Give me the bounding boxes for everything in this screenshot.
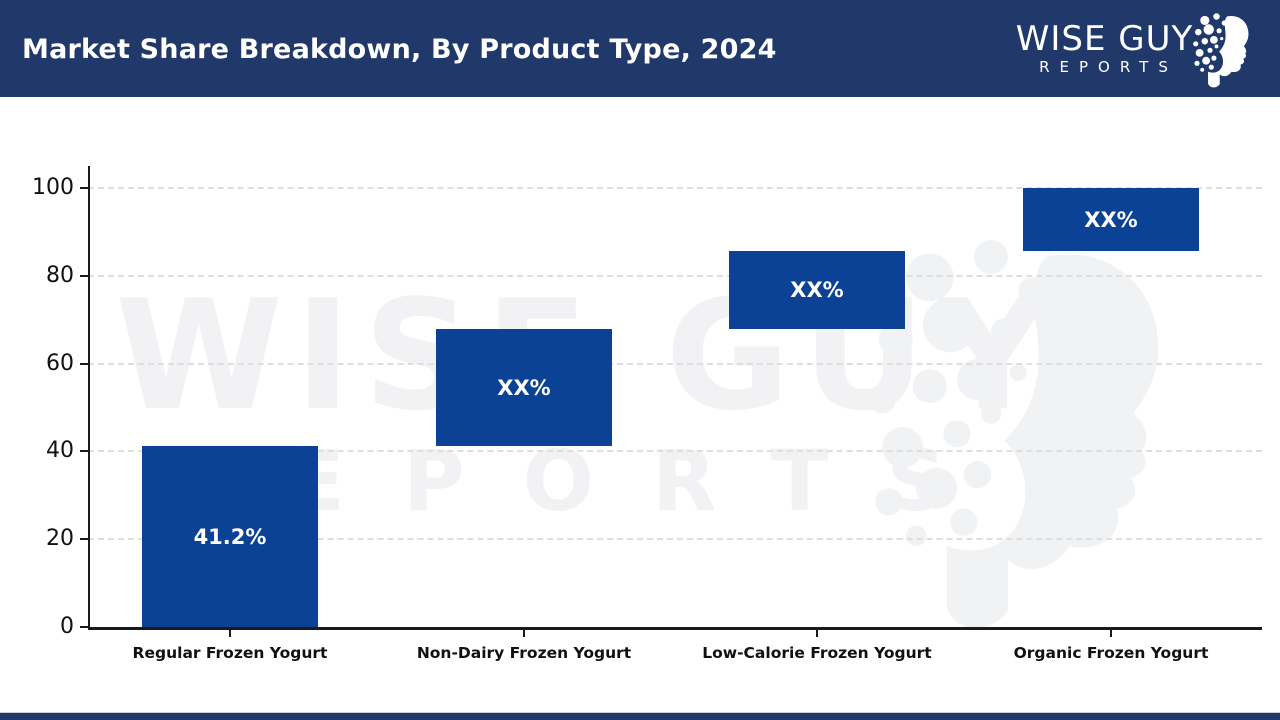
y-axis [88, 166, 90, 627]
gridline-100 [88, 187, 1262, 189]
x-category-label: Organic Frozen Yogurt [1013, 644, 1209, 662]
gridline-60 [88, 362, 1262, 365]
bar-segment: XX% [729, 251, 905, 329]
x-category-label: Regular Frozen Yogurt [132, 644, 328, 662]
logo-subtitle: REPORTS [1039, 58, 1178, 76]
bar-segment: 41.2% [142, 446, 318, 627]
bar-value-label: XX% [497, 375, 551, 400]
footer-accent-bar [0, 713, 1280, 720]
y-tick-label: 80 [46, 262, 74, 288]
watermark-head-icon [868, 240, 1159, 629]
x-tick-mark [816, 629, 818, 637]
y-tick-mark [80, 450, 88, 453]
x-category-label: Non-Dairy Frozen Yogurt [416, 644, 632, 662]
footer-divider [0, 712, 1280, 713]
y-tick-mark [80, 274, 88, 277]
gridline-20 [88, 538, 1262, 541]
y-tick-mark [80, 626, 88, 628]
x-tick-mark [523, 629, 525, 637]
y-tick-label: 40 [46, 438, 74, 464]
x-axis [88, 627, 1262, 630]
header-banner: Market Share Breakdown, By Product Type,… [0, 0, 1280, 97]
bar-segment: XX% [436, 328, 612, 447]
bar-value-label: XX% [790, 278, 844, 303]
x-category-label: Low-Calorie Frozen Yogurt [702, 644, 932, 662]
y-tick-label: 100 [32, 175, 74, 200]
y-tick-mark [80, 187, 88, 189]
logo-text: WISE GUY REPORTS [1012, 22, 1197, 76]
y-tick-mark [80, 362, 88, 365]
x-tick-mark [229, 629, 231, 637]
gridline-40 [88, 450, 1262, 453]
bar-value-label: 41.2% [193, 524, 267, 549]
y-tick-mark [80, 538, 88, 541]
chart-canvas: WISE GUY REPORTS 0 20 40 60 80 100 41.2% Regula… [0, 97, 1280, 713]
wiseguy-logo: WISE GUY REPORTS [1012, 8, 1262, 90]
bar-value-label: XX% [1084, 207, 1138, 232]
y-tick-label: 0 [60, 614, 74, 639]
wiseguy-head-icon [1193, 13, 1249, 88]
bar-segment: XX% [1023, 188, 1199, 252]
page-title: Market Share Breakdown, By Product Type,… [22, 34, 777, 65]
y-tick-label: 60 [46, 350, 74, 376]
logo-wordmark: WISE GUY [1015, 19, 1194, 59]
x-tick-mark [1110, 629, 1112, 637]
gridline-80 [88, 274, 1262, 277]
y-tick-label: 20 [46, 526, 74, 552]
